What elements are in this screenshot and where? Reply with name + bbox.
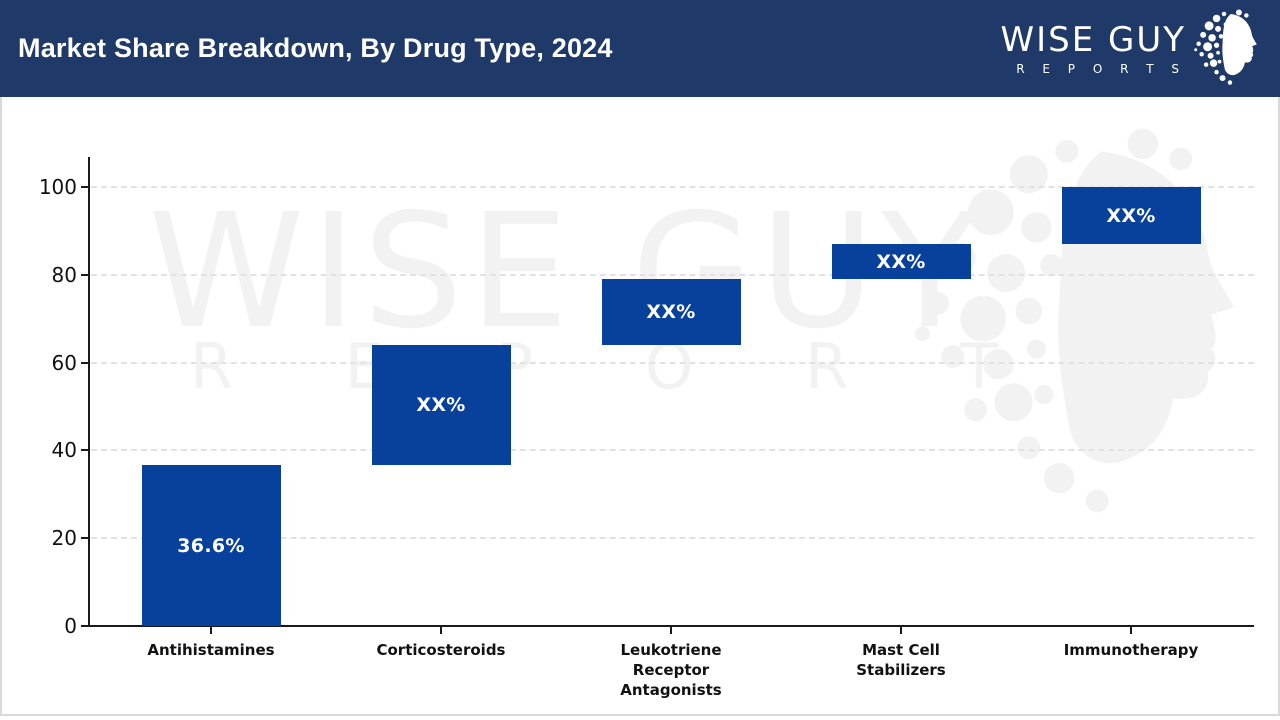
y-axis-spine: [88, 157, 90, 627]
bar-segment: XX%: [371, 345, 511, 466]
y-tick-label-20: 20: [51, 526, 77, 551]
x-tick-mark: [1130, 627, 1132, 634]
gridline-y-40: [91, 449, 1254, 452]
x-axis-spine: [88, 625, 1254, 627]
y-tick-mark-20: [81, 537, 88, 540]
brand-name: WISE GUY: [1000, 19, 1186, 60]
gridline-y-60: [91, 361, 1254, 364]
bar-segment: XX%: [601, 279, 741, 346]
gridline-y-80: [91, 273, 1254, 276]
x-tick-mark: [440, 627, 442, 634]
brand-logo-text: WISE GUY R E P O R T S: [1000, 23, 1186, 75]
x-category-label: Mast Cell Stabilizers: [856, 641, 946, 679]
bar-value-label: 36.6%: [177, 534, 245, 557]
y-tick-mark-40: [81, 449, 88, 452]
bar-segment: XX%: [1061, 187, 1201, 245]
y-tick-label-40: 40: [51, 438, 77, 463]
gridline-y-100: [91, 186, 1254, 188]
y-tick-label-80: 80: [51, 262, 77, 287]
x-category-label: Corticosteroids: [376, 641, 506, 659]
bar-value-label: XX%: [646, 301, 696, 324]
head-profile-dots-icon: [1194, 8, 1257, 85]
page-title: Market Share Breakdown, By Drug Type, 20…: [18, 33, 613, 63]
x-tick-mark: [210, 627, 212, 634]
x-category-label: Antihistamines: [147, 641, 275, 659]
y-tick-label-0: 0: [64, 614, 77, 638]
y-tick-label-100: 100: [38, 175, 77, 199]
y-tick-mark-80: [81, 273, 88, 276]
x-category-label: Immunotherapy: [1063, 641, 1199, 659]
brand-logo: WISE GUY R E P O R T S: [1000, 8, 1266, 90]
bar-value-label: XX%: [1106, 204, 1156, 227]
bar-segment: 36.6%: [141, 465, 281, 626]
y-tick-mark-60: [81, 361, 88, 364]
bar-value-label: XX%: [416, 394, 466, 417]
x-category-label: Leukotriene Receptor Antagonists: [620, 641, 722, 699]
bar-value-label: XX%: [876, 250, 926, 273]
x-tick-mark: [900, 627, 902, 634]
bar-segment: XX%: [831, 244, 971, 280]
y-tick-mark-100: [81, 186, 88, 188]
gridline-y-20: [91, 537, 1254, 540]
brand-subtitle: R E P O R T S: [1016, 61, 1186, 76]
x-tick-mark: [670, 627, 672, 634]
y-tick-mark-0: [81, 625, 88, 627]
y-tick-label-60: 60: [51, 350, 77, 375]
header-banner: Market Share Breakdown, By Drug Type, 20…: [0, 0, 1280, 97]
